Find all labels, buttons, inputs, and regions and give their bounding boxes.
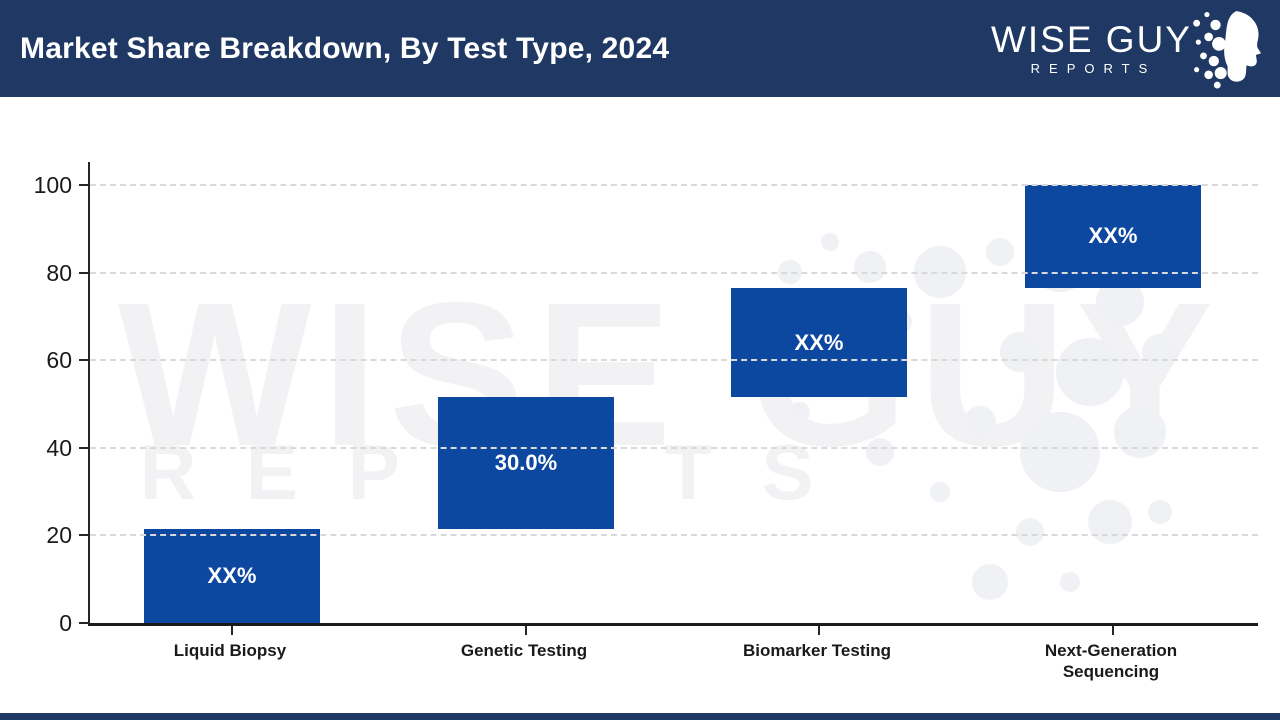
bar-value-label-1: XX% — [207, 562, 257, 588]
wise-guy-logo: WISE GUY REPORTS — [991, 6, 1264, 92]
bar-3: XX% — [731, 287, 907, 398]
bar-value-label-2: 30.0% — [494, 450, 558, 476]
y-tick-label-100: 100 — [33, 172, 72, 198]
bar-2: 30.0% — [438, 397, 614, 529]
gridline-y100 — [90, 184, 1258, 186]
y-tick-mark-100 — [79, 184, 88, 186]
x-tick-mark-4 — [1112, 626, 1114, 635]
logo-wordmark: WISE GUY — [990, 19, 1192, 60]
x-category-label-3: Biomarker Testing — [742, 641, 891, 660]
chart-title: Market Share Breakdown, By Test Type, 20… — [20, 31, 670, 65]
gridline-y40 — [90, 446, 1258, 449]
y-tick-label-0: 0 — [59, 610, 72, 636]
x-tick-mark-2 — [525, 626, 527, 635]
y-tick-mark-60 — [79, 359, 88, 362]
header-band: Market Share Breakdown, By Test Type, 20… — [0, 0, 1280, 97]
x-tick-mark-1 — [231, 626, 233, 635]
y-tick-label-40: 40 — [46, 434, 72, 461]
y-tick-mark-0 — [79, 622, 88, 624]
y-tick-mark-20 — [79, 534, 88, 537]
x-tick-mark-3 — [818, 626, 820, 635]
plot-area: 0 20 40 60 80 100 XX% 30.0% XX% XX% — [34, 162, 1258, 636]
y-tick-label-20: 20 — [46, 522, 72, 549]
logo-subtitle: REPORTS — [1030, 61, 1157, 76]
y-tick-mark-80 — [79, 271, 88, 274]
bar-value-label-3: XX% — [794, 329, 844, 355]
logo-text: WISE GUY REPORTS — [991, 21, 1192, 76]
bar-1: XX% — [144, 528, 320, 623]
x-category-label-4: Next-Generation Sequencing — [1044, 641, 1178, 682]
gridline-y20 — [90, 534, 1258, 537]
y-tick-label-60: 60 — [46, 347, 72, 374]
x-category-label-1: Liquid Biopsy — [173, 641, 287, 660]
gridline-y60 — [90, 359, 1258, 362]
y-tick-label-80: 80 — [46, 259, 72, 286]
y-tick-mark-40 — [79, 446, 88, 449]
x-category-label-2: Genetic Testing — [460, 641, 588, 660]
gridline-y80 — [90, 271, 1258, 274]
footer-band — [0, 713, 1280, 720]
bar-value-label-4: XX% — [1088, 223, 1138, 249]
logo-face-icon — [1193, 10, 1262, 89]
